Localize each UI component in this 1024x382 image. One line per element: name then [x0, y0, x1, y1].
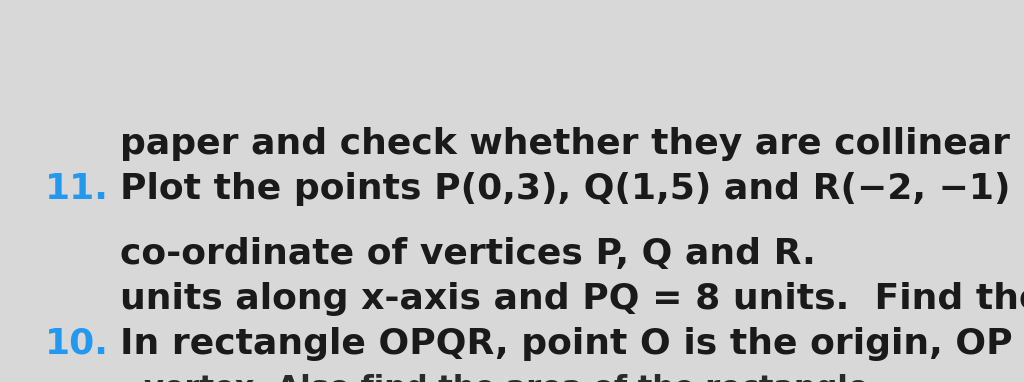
Text: co-ordinate of vertices P, Q and R.: co-ordinate of vertices P, Q and R.	[120, 237, 816, 271]
Text: paper and check whether they are collinear or not ?: paper and check whether they are colline…	[120, 127, 1024, 161]
Text: vertex. Also find the area of the rectangle.: vertex. Also find the area of the rectan…	[144, 374, 880, 382]
Text: In rectangle OPQR, point O is the origin, OP = 10: In rectangle OPQR, point O is the origin…	[120, 327, 1024, 361]
Text: 10.: 10.	[45, 327, 109, 361]
Text: Plot the points P(0,3), Q(1,5) and R(−2, −1) on a graph: Plot the points P(0,3), Q(1,5) and R(−2,…	[120, 172, 1024, 206]
Text: 11.: 11.	[45, 172, 109, 206]
Text: units along x-axis and PQ = 8 units.  Find the: units along x-axis and PQ = 8 units. Fin…	[120, 282, 1024, 316]
